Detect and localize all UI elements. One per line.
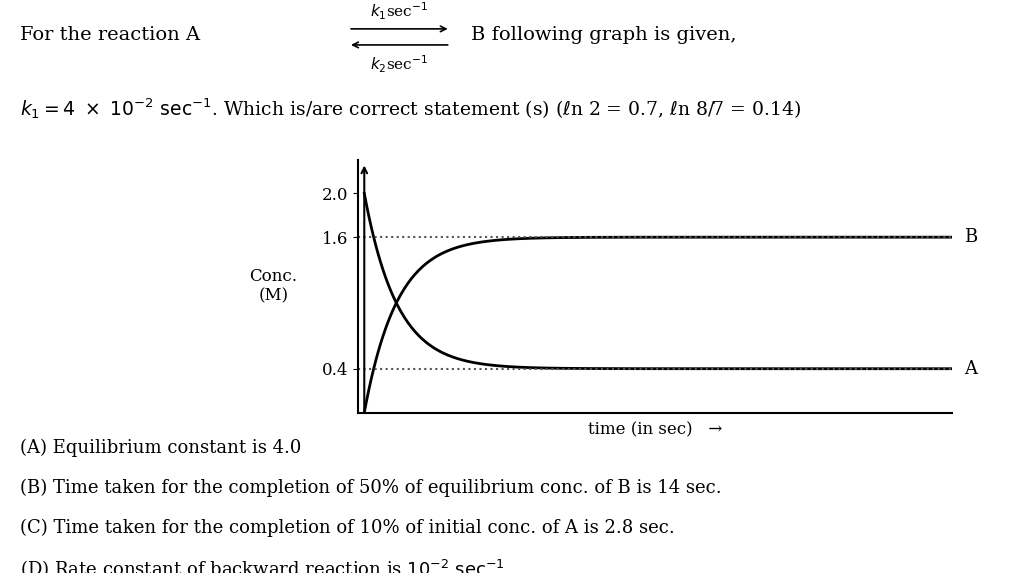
Text: B: B <box>964 228 977 246</box>
Text: $k_1$sec$^{-1}$: $k_1$sec$^{-1}$ <box>371 1 428 22</box>
Text: (B) Time taken for the completion of 50% of equilibrium conc. of B is 14 sec.: (B) Time taken for the completion of 50%… <box>20 479 722 497</box>
Text: A: A <box>964 360 977 378</box>
Text: (A) Equilibrium constant is 4.0: (A) Equilibrium constant is 4.0 <box>20 439 302 457</box>
Text: (C) Time taken for the completion of 10% of initial conc. of A is 2.8 sec.: (C) Time taken for the completion of 10%… <box>20 519 675 537</box>
Y-axis label: Conc.
(M): Conc. (M) <box>250 268 298 305</box>
Text: B following graph is given,: B following graph is given, <box>471 26 736 44</box>
Text: For the reaction A: For the reaction A <box>20 26 201 44</box>
Text: (D) Rate constant of backward reaction is $10^{-2}\ \mathrm{sec}^{-1}$: (D) Rate constant of backward reaction i… <box>20 557 505 573</box>
Text: $k_1 = 4\ \times\ 10^{-2}\ \mathrm{sec}^{-1}$. Which is/are correct statement (s: $k_1 = 4\ \times\ 10^{-2}\ \mathrm{sec}^… <box>20 97 802 121</box>
Text: $k_2$sec$^{-1}$: $k_2$sec$^{-1}$ <box>371 53 428 75</box>
X-axis label: time (in sec)   →: time (in sec) → <box>588 421 723 438</box>
